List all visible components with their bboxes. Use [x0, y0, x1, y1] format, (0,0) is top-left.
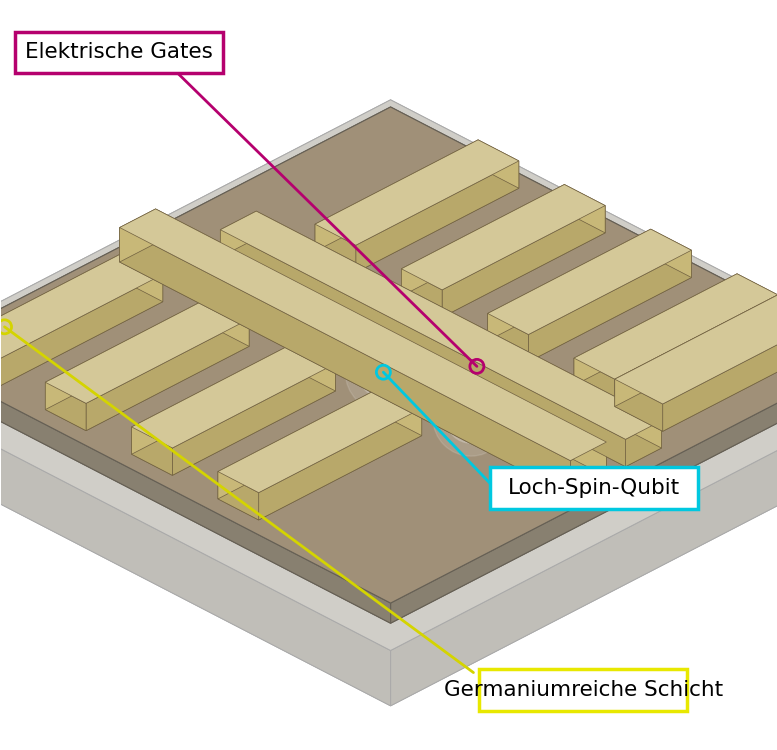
- Polygon shape: [172, 364, 336, 476]
- Text: Germaniumreiche Schicht: Germaniumreiche Schicht: [444, 680, 723, 700]
- Polygon shape: [45, 326, 249, 430]
- Polygon shape: [0, 127, 777, 623]
- Polygon shape: [315, 140, 519, 245]
- Polygon shape: [574, 358, 615, 407]
- Polygon shape: [488, 229, 650, 340]
- Polygon shape: [45, 382, 86, 430]
- Polygon shape: [625, 421, 661, 466]
- Polygon shape: [402, 184, 605, 290]
- Polygon shape: [0, 107, 391, 375]
- Polygon shape: [256, 211, 661, 448]
- Polygon shape: [574, 301, 777, 406]
- Polygon shape: [0, 254, 122, 365]
- Text: Elektrische Gates: Elektrische Gates: [25, 43, 213, 62]
- Polygon shape: [381, 387, 422, 436]
- Polygon shape: [402, 268, 442, 317]
- Polygon shape: [208, 298, 249, 346]
- Text: Loch-Spin-Qubit: Loch-Spin-Qubit: [508, 478, 681, 498]
- Polygon shape: [221, 211, 661, 440]
- Polygon shape: [663, 320, 777, 431]
- Polygon shape: [615, 295, 777, 406]
- Circle shape: [346, 335, 421, 411]
- Polygon shape: [402, 211, 605, 317]
- Polygon shape: [0, 100, 777, 650]
- Polygon shape: [615, 322, 777, 431]
- Polygon shape: [650, 229, 692, 278]
- Circle shape: [457, 404, 485, 432]
- Polygon shape: [442, 206, 605, 317]
- Polygon shape: [391, 100, 777, 430]
- Polygon shape: [221, 238, 661, 466]
- Polygon shape: [488, 229, 692, 334]
- Polygon shape: [564, 184, 605, 232]
- Polygon shape: [0, 155, 777, 706]
- Polygon shape: [315, 140, 478, 251]
- Polygon shape: [0, 375, 391, 706]
- Polygon shape: [315, 224, 356, 272]
- Polygon shape: [315, 167, 519, 272]
- Polygon shape: [218, 387, 381, 499]
- Polygon shape: [221, 211, 256, 257]
- Polygon shape: [86, 319, 249, 430]
- Polygon shape: [391, 355, 777, 623]
- FancyBboxPatch shape: [490, 466, 698, 509]
- Polygon shape: [488, 256, 692, 362]
- Polygon shape: [574, 274, 777, 380]
- Polygon shape: [615, 380, 663, 431]
- Circle shape: [446, 393, 496, 443]
- Polygon shape: [478, 140, 519, 188]
- Polygon shape: [391, 107, 777, 375]
- Polygon shape: [218, 415, 422, 520]
- FancyBboxPatch shape: [15, 32, 223, 74]
- Polygon shape: [131, 427, 172, 476]
- Polygon shape: [0, 107, 777, 603]
- Polygon shape: [45, 298, 208, 410]
- Polygon shape: [294, 343, 336, 391]
- Polygon shape: [45, 298, 249, 404]
- Polygon shape: [737, 274, 777, 322]
- Polygon shape: [0, 100, 391, 430]
- Polygon shape: [488, 314, 528, 362]
- Polygon shape: [402, 184, 564, 296]
- FancyBboxPatch shape: [479, 668, 687, 710]
- Polygon shape: [218, 472, 259, 520]
- Polygon shape: [0, 355, 391, 623]
- Polygon shape: [120, 244, 606, 495]
- Polygon shape: [155, 209, 606, 476]
- Polygon shape: [528, 251, 692, 362]
- Polygon shape: [0, 274, 163, 386]
- Polygon shape: [120, 227, 570, 495]
- Polygon shape: [131, 370, 336, 476]
- Polygon shape: [259, 408, 422, 520]
- Polygon shape: [615, 295, 777, 406]
- Polygon shape: [391, 375, 777, 706]
- Polygon shape: [615, 295, 777, 404]
- Polygon shape: [131, 343, 336, 448]
- Polygon shape: [356, 161, 519, 272]
- Polygon shape: [0, 254, 163, 358]
- Polygon shape: [570, 442, 606, 495]
- Polygon shape: [221, 230, 625, 466]
- Polygon shape: [0, 280, 163, 386]
- Polygon shape: [131, 343, 294, 454]
- Circle shape: [433, 380, 509, 456]
- Polygon shape: [120, 209, 155, 262]
- Polygon shape: [122, 254, 163, 302]
- Polygon shape: [120, 209, 606, 460]
- Polygon shape: [218, 387, 422, 493]
- Circle shape: [369, 359, 397, 387]
- Polygon shape: [574, 274, 737, 386]
- Circle shape: [358, 348, 409, 398]
